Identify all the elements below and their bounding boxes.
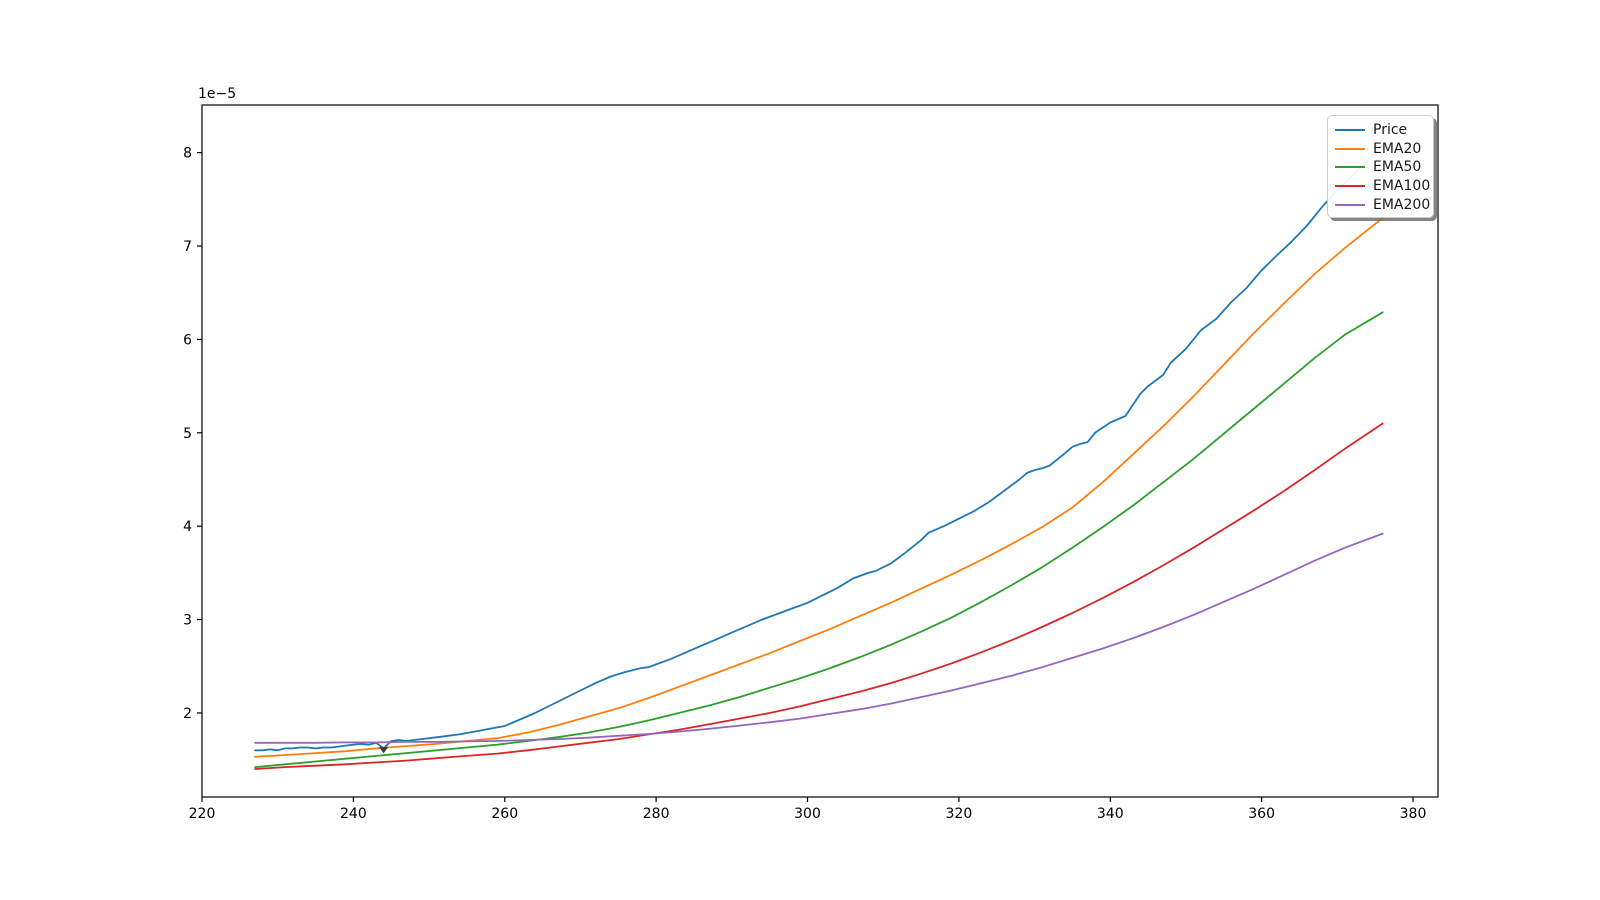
legend-item-ema200: EMA200	[1335, 195, 1431, 214]
y-axis-offset-label: 1e−5	[198, 86, 236, 102]
x-axis-tick-label: 220	[189, 806, 216, 822]
legend-label: EMA100	[1373, 178, 1431, 195]
ema20-line-swatch	[1335, 147, 1365, 150]
y-axis-tick-label: 5	[183, 426, 192, 442]
x-axis-tick-label: 380	[1400, 806, 1427, 822]
x-axis-tick-label: 260	[491, 806, 518, 822]
legend-item-ema20: EMA20	[1335, 140, 1427, 159]
ema50-line-swatch	[1335, 166, 1365, 169]
ema200-line-swatch	[1335, 203, 1365, 206]
series-line-price	[254, 144, 1384, 752]
y-axis-tick-label: 4	[183, 519, 192, 535]
legend-box: Price EMA20 EMA50 EMA100 EMA200	[1327, 115, 1434, 218]
y-axis-tick-label: 8	[183, 146, 192, 162]
y-axis-tick-label: 3	[183, 613, 192, 629]
axes-spines	[201, 104, 1439, 798]
y-axis-tick-label: 7	[183, 239, 192, 255]
x-axis-tick-label: 320	[946, 806, 973, 822]
legend-item-ema100: EMA100	[1335, 177, 1431, 196]
x-axis-tick-label: 300	[794, 806, 821, 822]
series-line-ema20	[254, 217, 1384, 758]
legend-label: Price	[1373, 122, 1408, 139]
x-axis-tick-label: 240	[340, 806, 367, 822]
x-axis-tick-label: 280	[643, 806, 670, 822]
x-axis-tick-label: 360	[1248, 806, 1275, 822]
series-line-ema100	[254, 422, 1384, 770]
price-line-swatch	[1335, 129, 1365, 132]
series-line-ema50	[254, 311, 1384, 768]
series-line-ema200	[254, 532, 1384, 744]
x-axis-tick-label: 340	[1097, 806, 1124, 822]
legend-label: EMA20	[1373, 140, 1422, 157]
ema100-line-swatch	[1335, 185, 1365, 188]
legend-label: EMA50	[1373, 159, 1422, 176]
y-axis-tick-label: 6	[183, 332, 192, 348]
legend-item-price: Price	[1335, 121, 1427, 140]
legend-label: EMA200	[1373, 196, 1431, 213]
y-axis-tick-label: 2	[183, 706, 192, 722]
dip-marker-icon	[379, 746, 389, 754]
legend-item-ema50: EMA50	[1335, 158, 1427, 177]
